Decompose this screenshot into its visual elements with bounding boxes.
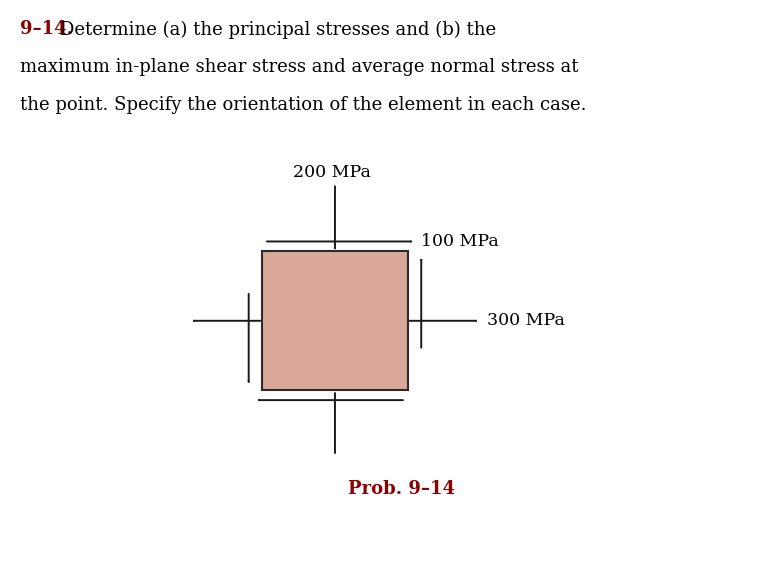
Text: 300 MPa: 300 MPa — [487, 313, 564, 329]
Bar — [262, 251, 408, 391]
Text: 9–14.: 9–14. — [20, 20, 73, 38]
Text: 200 MPa: 200 MPa — [293, 164, 371, 181]
Text: maximum in-plane shear stress and average normal stress at: maximum in-plane shear stress and averag… — [20, 58, 578, 76]
Text: the point. Specify the orientation of the element in each case.: the point. Specify the orientation of th… — [20, 96, 586, 114]
Text: Prob. 9–14: Prob. 9–14 — [348, 480, 456, 498]
Text: Determine (a) the principal stresses and (b) the: Determine (a) the principal stresses and… — [60, 20, 496, 38]
Text: 100 MPa: 100 MPa — [421, 233, 499, 250]
